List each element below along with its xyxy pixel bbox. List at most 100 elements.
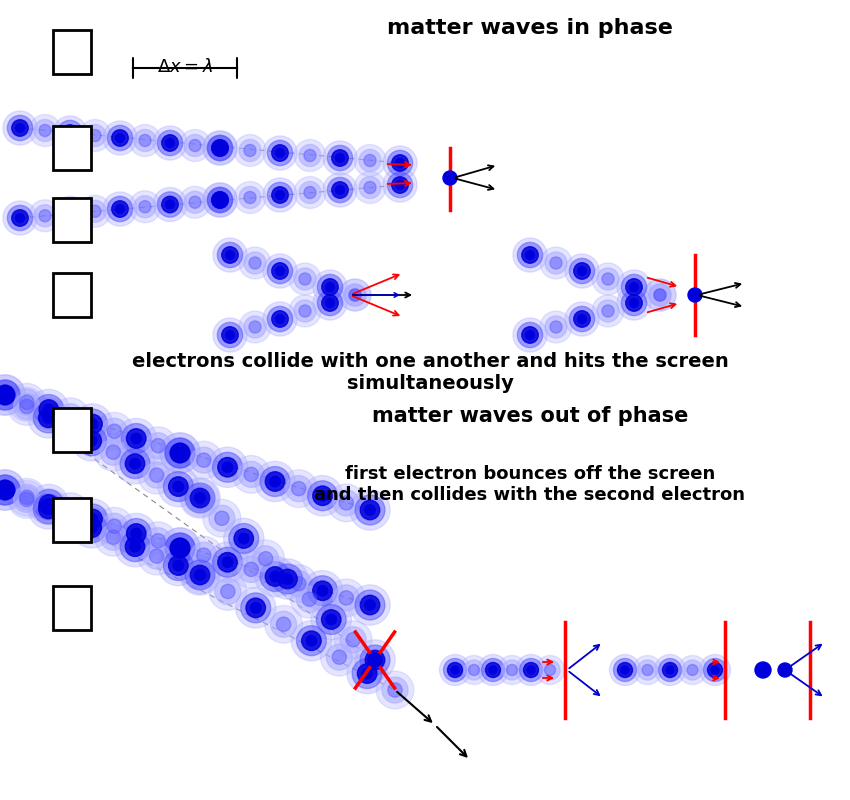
Circle shape (20, 399, 34, 414)
Circle shape (20, 395, 34, 410)
Circle shape (659, 658, 682, 682)
Circle shape (364, 154, 376, 166)
Circle shape (464, 660, 484, 680)
Circle shape (0, 470, 26, 510)
Circle shape (76, 513, 106, 542)
Circle shape (166, 200, 174, 209)
Circle shape (272, 186, 288, 203)
Circle shape (360, 500, 380, 520)
Circle shape (317, 490, 328, 501)
Circle shape (340, 626, 366, 653)
Circle shape (185, 442, 223, 479)
Circle shape (621, 290, 647, 316)
Circle shape (203, 499, 241, 537)
Circle shape (82, 518, 101, 538)
Circle shape (38, 499, 58, 518)
Circle shape (388, 172, 412, 198)
Circle shape (294, 268, 316, 290)
Circle shape (165, 438, 195, 468)
Circle shape (370, 654, 380, 666)
Bar (53, 126, 91, 170)
Circle shape (326, 614, 337, 625)
Circle shape (130, 458, 140, 469)
Circle shape (332, 182, 348, 198)
Circle shape (666, 666, 674, 674)
Circle shape (286, 570, 312, 597)
Circle shape (321, 610, 341, 630)
Circle shape (107, 196, 133, 222)
Circle shape (344, 284, 366, 306)
Circle shape (327, 146, 353, 170)
Circle shape (195, 570, 205, 580)
Circle shape (212, 192, 229, 208)
Circle shape (144, 543, 170, 569)
Circle shape (527, 666, 535, 674)
Circle shape (179, 186, 211, 218)
Circle shape (139, 134, 151, 146)
Circle shape (522, 326, 538, 343)
Circle shape (162, 134, 178, 151)
Circle shape (39, 125, 51, 137)
Circle shape (79, 119, 111, 151)
Circle shape (125, 537, 144, 557)
Circle shape (522, 246, 538, 263)
Circle shape (163, 550, 193, 581)
Circle shape (181, 556, 218, 594)
Circle shape (633, 655, 662, 685)
Circle shape (303, 475, 343, 516)
Circle shape (518, 242, 542, 268)
Circle shape (221, 584, 235, 598)
Circle shape (94, 434, 133, 471)
Circle shape (62, 206, 78, 222)
Circle shape (28, 489, 69, 529)
Circle shape (630, 298, 638, 307)
Circle shape (308, 481, 337, 510)
Circle shape (151, 438, 165, 453)
Circle shape (354, 171, 386, 203)
Circle shape (707, 662, 722, 678)
Circle shape (630, 282, 638, 291)
Circle shape (513, 318, 547, 352)
Circle shape (251, 602, 261, 613)
Circle shape (51, 499, 89, 537)
Circle shape (218, 458, 237, 477)
Circle shape (95, 413, 133, 450)
Circle shape (365, 600, 375, 610)
Circle shape (327, 579, 366, 617)
Circle shape (313, 581, 332, 601)
Circle shape (153, 126, 187, 160)
Circle shape (218, 242, 242, 268)
Circle shape (0, 375, 26, 415)
Circle shape (644, 279, 676, 311)
Circle shape (322, 294, 338, 311)
Circle shape (209, 506, 235, 531)
Circle shape (185, 483, 215, 513)
Circle shape (292, 577, 306, 590)
Circle shape (127, 429, 146, 448)
Circle shape (275, 314, 285, 323)
Circle shape (157, 192, 183, 217)
Circle shape (306, 635, 317, 646)
Circle shape (87, 435, 97, 446)
Circle shape (333, 490, 360, 516)
Circle shape (354, 145, 386, 177)
Circle shape (122, 423, 151, 454)
Circle shape (170, 538, 190, 558)
Circle shape (100, 524, 127, 550)
Circle shape (313, 270, 347, 304)
Circle shape (111, 130, 128, 146)
Circle shape (252, 546, 279, 572)
Circle shape (333, 585, 360, 611)
Circle shape (225, 330, 235, 339)
Circle shape (320, 638, 358, 676)
Circle shape (150, 468, 164, 482)
Circle shape (160, 433, 200, 473)
Circle shape (357, 664, 377, 683)
Circle shape (209, 573, 246, 610)
Circle shape (139, 522, 177, 560)
Circle shape (550, 257, 562, 269)
Circle shape (196, 548, 211, 562)
Circle shape (20, 490, 34, 504)
Circle shape (303, 570, 343, 611)
Circle shape (238, 462, 264, 487)
